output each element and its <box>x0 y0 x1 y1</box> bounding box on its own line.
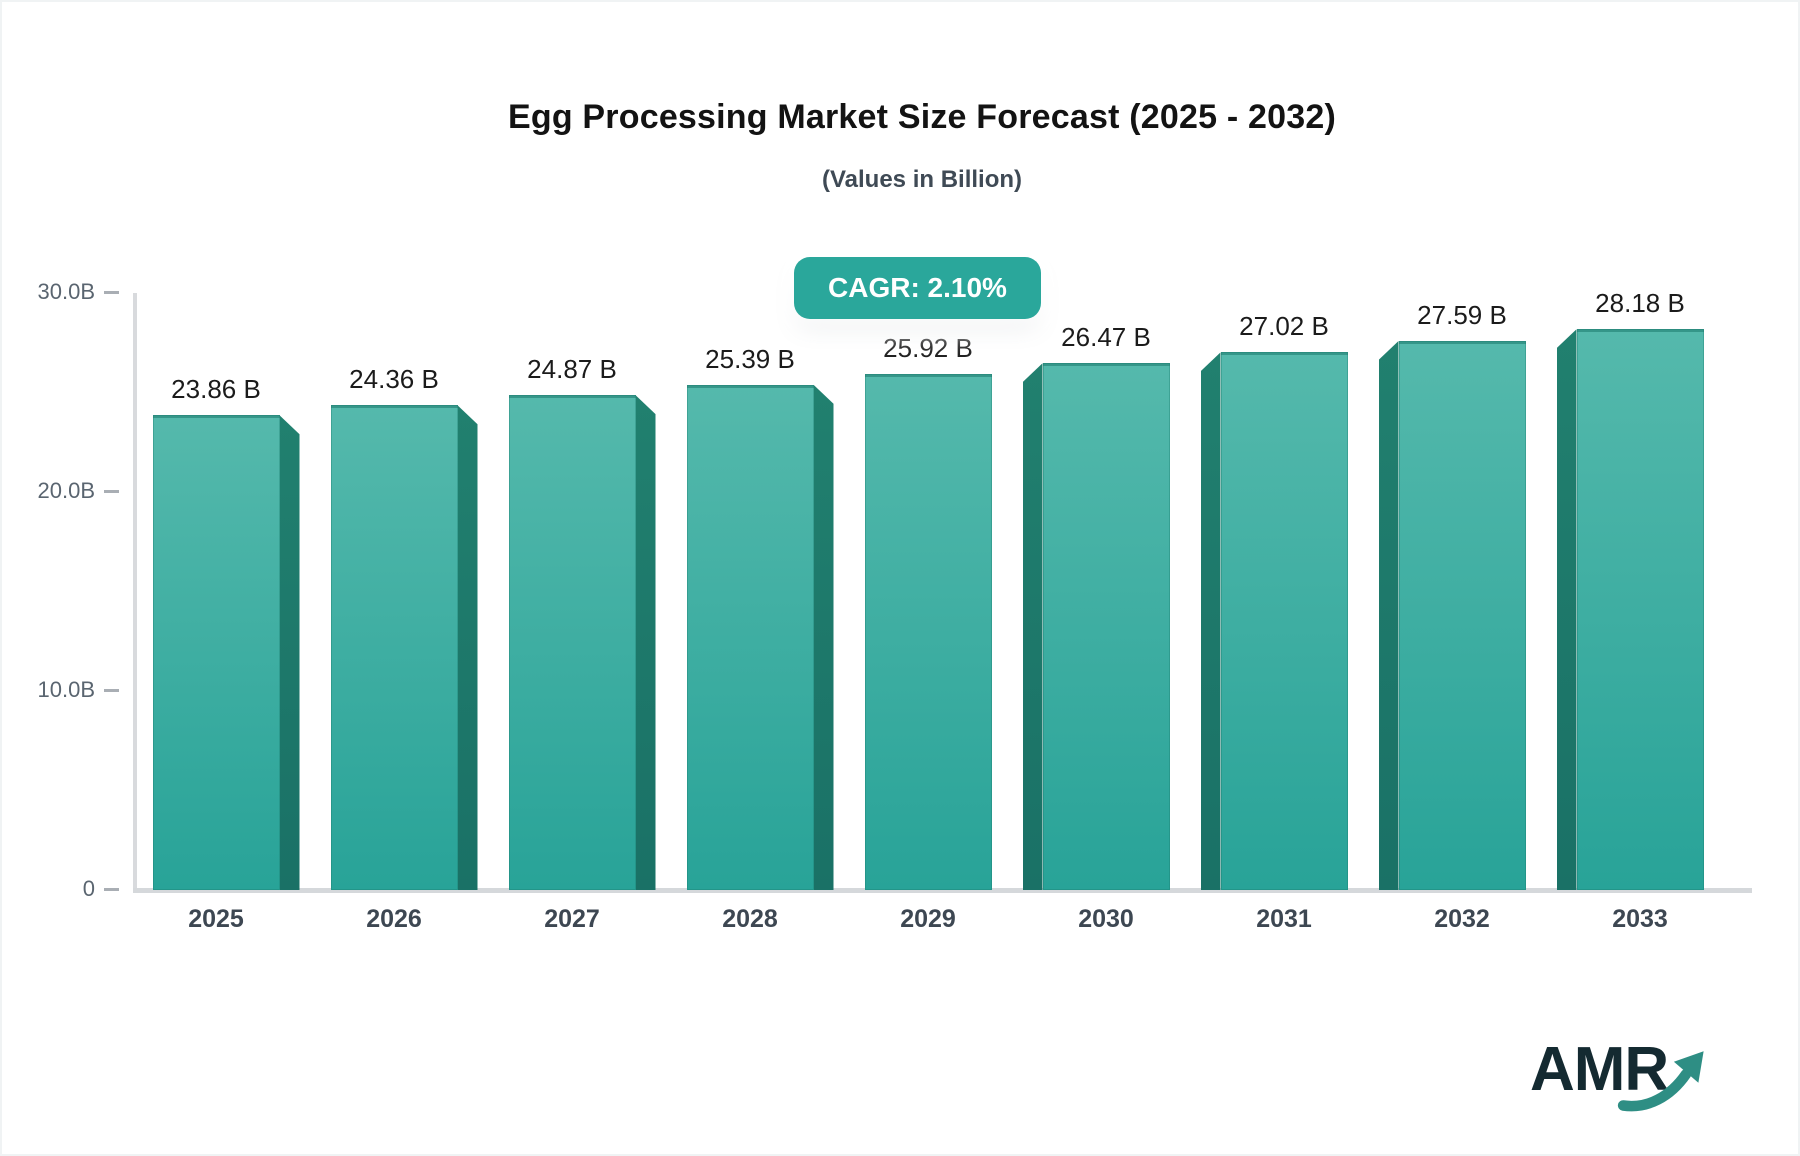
bar-slot: 28.18 B <box>1551 288 1729 890</box>
bar[interactable] <box>1042 363 1170 890</box>
x-axis-line <box>133 888 1752 893</box>
bar[interactable] <box>1398 340 1526 890</box>
bar-slot: 24.36 B <box>305 293 483 890</box>
amr-logo[interactable]: AMR <box>1530 1034 1730 1120</box>
amr-logo-text: AMR <box>1530 1035 1669 1104</box>
x-axis-label: 2028 <box>722 905 778 933</box>
bar-slot: 25.92 B <box>839 293 1017 890</box>
bar[interactable] <box>686 384 814 890</box>
x-axis-label: 2027 <box>544 905 600 933</box>
x-axis-label: 2029 <box>900 905 956 933</box>
chart-subtitle: (Values in Billion) <box>821 166 1023 193</box>
bar-slot: 27.59 B <box>1373 293 1551 890</box>
x-axis-label: 2032 <box>1434 905 1490 933</box>
bar-slot: 25.39 B <box>661 293 839 890</box>
trending-up-arrow-icon <box>1617 1051 1704 1112</box>
x-axis: 2025 2026 2027 2028 2029 2030 2031 2032 2033 <box>127 905 1729 945</box>
y-tick-label: 20.0B <box>37 478 96 503</box>
bar-value-label: 26.47 B <box>1061 322 1151 353</box>
bar-3d-side <box>1556 329 1577 890</box>
bar[interactable] <box>330 405 458 890</box>
y-axis-line <box>133 293 137 892</box>
chart-title: Egg Processing Market Size Forecast (202… <box>507 98 1337 136</box>
bar-slot: 24.87 B <box>483 293 661 890</box>
y-axis: 30.0B 20.0B 10.0B 0 <box>2 279 135 901</box>
bars-area: 23.86 B 24.36 B 24.87 B 25.39 B 25.92 B 26.47… <box>127 288 1729 890</box>
bar-3d-side <box>1022 363 1043 890</box>
bar-slot: 23.86 B <box>127 293 305 890</box>
bar-value-label: 23.86 B <box>171 374 261 405</box>
y-tick-mark <box>104 490 119 493</box>
y-tick-mark <box>104 888 119 891</box>
x-axis-label: 2026 <box>366 905 422 933</box>
y-tick-label: 10.0B <box>37 677 96 702</box>
bar[interactable] <box>1220 352 1348 890</box>
cagr-badge: CAGR: 2.10% <box>794 257 1041 319</box>
x-axis-label: 2031 <box>1256 905 1312 933</box>
y-tick-mark <box>104 291 119 294</box>
y-tick-label: 30.0B <box>37 279 96 304</box>
bar-3d-side <box>457 405 478 890</box>
bar-value-label: 28.18 B <box>1595 288 1685 319</box>
x-axis-label: 2030 <box>1078 905 1134 933</box>
bar[interactable] <box>864 374 992 890</box>
x-axis-label: 2033 <box>1612 905 1668 933</box>
bar-value-label: 27.02 B <box>1239 311 1329 342</box>
y-tick-mark <box>104 689 119 692</box>
bar-3d-side <box>813 384 834 890</box>
bar-slot: 27.02 B <box>1195 293 1373 890</box>
bar-3d-side <box>635 395 656 890</box>
bar-slot: 26.47 B <box>1017 293 1195 890</box>
bar[interactable] <box>508 395 636 890</box>
bar-3d-side <box>1200 352 1221 890</box>
bar[interactable] <box>1576 329 1704 890</box>
x-axis-label: 2025 <box>188 905 244 933</box>
y-tick-label: 0 <box>82 876 95 901</box>
bar-value-label: 24.87 B <box>527 354 617 385</box>
bar-3d-side <box>279 415 300 890</box>
bar-value-label: 25.92 B <box>883 333 973 364</box>
bar-3d-side <box>1378 340 1399 890</box>
bar-value-label: 25.39 B <box>705 343 795 374</box>
bar-value-label: 24.36 B <box>349 364 439 395</box>
bar-value-label: 27.59 B <box>1417 299 1507 330</box>
bar[interactable] <box>152 415 280 890</box>
